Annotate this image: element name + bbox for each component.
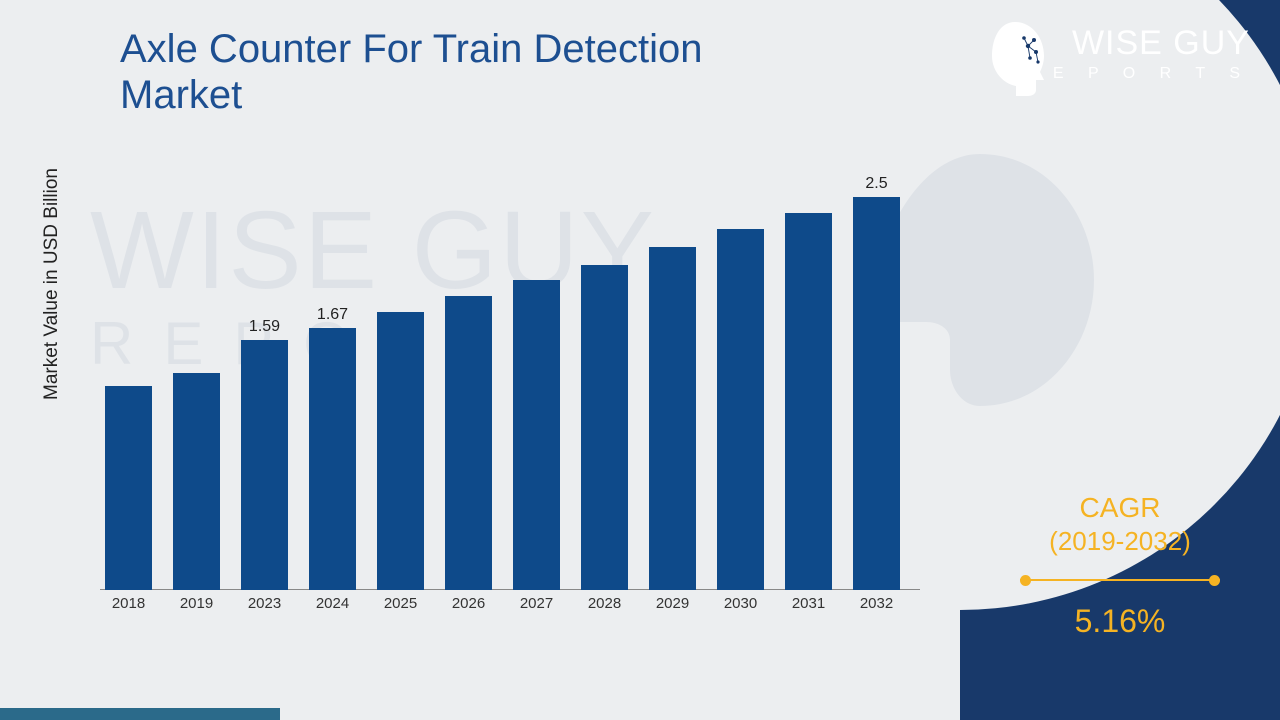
bottom-accent-bar (0, 708, 280, 720)
bar: 1.59 (241, 340, 288, 590)
bar (173, 373, 220, 590)
x-tick-label: 2032 (845, 595, 908, 612)
bar-plot: 1.59 1.67 2.5 (100, 150, 920, 590)
sep-dot-left (1020, 575, 1031, 586)
bar (513, 280, 560, 590)
x-tick-label: 2025 (369, 595, 432, 612)
chart-area: Market Value in USD Billion 1.591.672.5 … (60, 150, 920, 650)
bar (717, 229, 764, 590)
chart-title: Axle Counter For Train Detection Market (120, 26, 820, 118)
cagr-panel: CAGR (2019-2032) 5.16% (1000, 492, 1240, 640)
y-axis-label: Market Value in USD Billion (41, 168, 63, 400)
bar-value-label: 1.59 (241, 318, 288, 336)
bar: 2.5 (853, 197, 900, 590)
logo-sub-text: R E P O R T S (1017, 65, 1250, 83)
bar (581, 265, 628, 590)
logo-head-icon (980, 18, 1050, 103)
x-tick-label: 2028 (573, 595, 636, 612)
cagr-title: CAGR (1000, 492, 1240, 524)
market-chart-infographic: WISE GUY REPORTS Axle Counter For Train … (0, 0, 1280, 720)
x-tick-label: 2023 (233, 595, 296, 612)
bar (445, 296, 492, 590)
bar-value-label: 2.5 (853, 175, 900, 193)
bar (105, 386, 152, 590)
cagr-period: (2019-2032) (1000, 526, 1240, 557)
bar-value-label: 1.67 (309, 306, 356, 324)
bar (377, 312, 424, 590)
cagr-separator (1020, 579, 1220, 581)
x-tick-label: 2031 (777, 595, 840, 612)
x-tick-label: 2029 (641, 595, 704, 612)
sep-dot-right (1209, 575, 1220, 586)
x-tick-label: 2027 (505, 595, 568, 612)
cagr-value: 5.16% (1000, 603, 1240, 640)
bar (649, 247, 696, 590)
x-tick-label: 2026 (437, 595, 500, 612)
logo-main-text: WISE GUY (1017, 24, 1250, 63)
x-tick-label: 2018 (97, 595, 160, 612)
x-tick-label: 2030 (709, 595, 772, 612)
bar: 1.67 (309, 328, 356, 590)
x-tick-label: 2019 (165, 595, 228, 612)
bar (785, 213, 832, 590)
x-tick-label: 2024 (301, 595, 364, 612)
brand-logo: WISE GUY R E P O R T S (1017, 24, 1250, 83)
